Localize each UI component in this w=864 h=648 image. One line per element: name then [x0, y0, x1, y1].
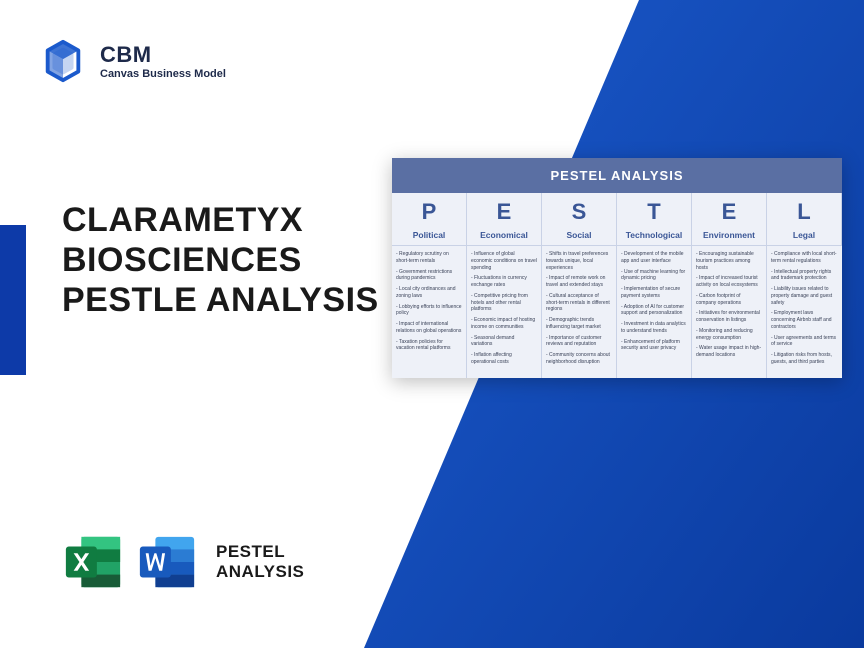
pestel-letter: S — [542, 193, 617, 227]
pestel-letter: T — [617, 193, 692, 227]
page-title: CLARAMETYX BIOSCIENCES PESTLE ANALYSIS — [62, 200, 392, 320]
pestel-items: - Shifts in travel preferences towards u… — [542, 246, 617, 378]
bottom-icons-block: PESTELANALYSIS — [62, 531, 304, 593]
pestel-table-title: PESTEL ANALYSIS — [392, 158, 842, 193]
pestel-letter: P — [392, 193, 467, 227]
pestel-category: Technological — [617, 227, 692, 246]
logo-block: CBM Canvas Business Model — [40, 38, 226, 84]
logo-title: CBM — [100, 42, 226, 68]
pestel-category: Economical — [467, 227, 542, 246]
pestel-items: - Encouraging sustainable tourism practi… — [692, 246, 767, 378]
word-icon — [136, 531, 198, 593]
pestel-letter: E — [692, 193, 767, 227]
pestel-letter: E — [467, 193, 542, 227]
pestel-category: Social — [542, 227, 617, 246]
pestel-letter: L — [767, 193, 842, 227]
pestel-category: Legal — [767, 227, 842, 246]
pestel-category: Political — [392, 227, 467, 246]
pestel-items: - Compliance with local short-term renta… — [767, 246, 842, 378]
logo-subtitle: Canvas Business Model — [100, 68, 226, 80]
pestel-items: - Influence of global economic condition… — [467, 246, 542, 378]
pestel-items: - Development of the mobile app and user… — [617, 246, 692, 378]
pestel-category: Environment — [692, 227, 767, 246]
excel-icon — [62, 531, 124, 593]
cbm-logo-icon — [40, 38, 86, 84]
pestel-items: - Regulatory scrutiny on short-term rent… — [392, 246, 467, 378]
pestel-grid: PESTELPoliticalEconomicalSocialTechnolog… — [392, 193, 842, 378]
pestel-table-card: PESTEL ANALYSIS PESTELPoliticalEconomica… — [392, 158, 842, 378]
bottom-label: PESTELANALYSIS — [216, 542, 304, 581]
left-accent-bar — [0, 225, 26, 375]
